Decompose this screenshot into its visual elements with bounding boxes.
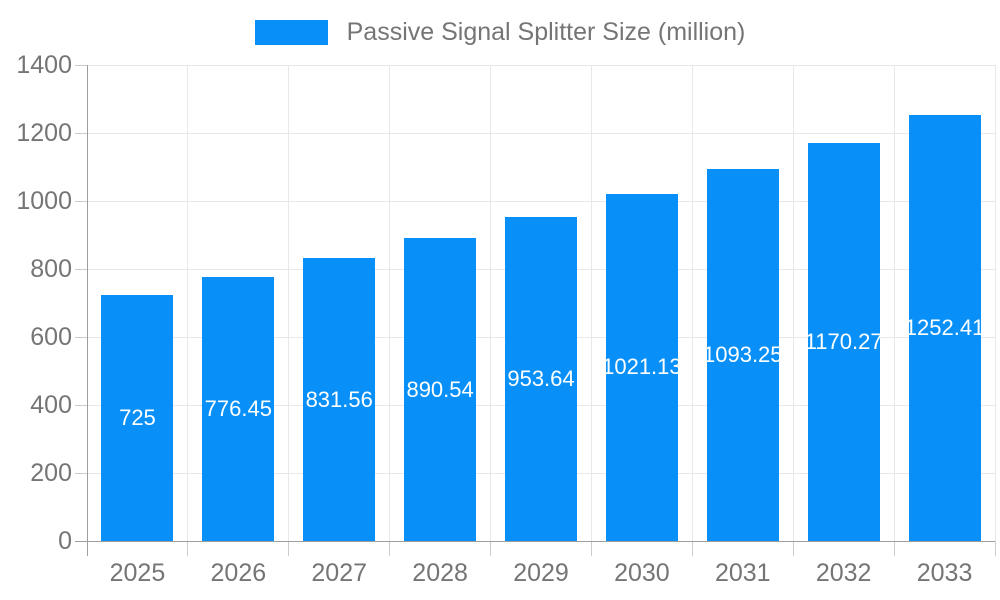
- x-axis-label: 2030: [614, 559, 670, 587]
- x-axis-tick: [590, 541, 592, 556]
- x-axis-label: 2028: [412, 559, 468, 587]
- v-gridline: [792, 65, 794, 541]
- bar-value-label: 1170.27: [804, 329, 883, 355]
- h-gridline: [87, 64, 995, 66]
- bar-2032[interactable]: [807, 143, 880, 541]
- bar-2030[interactable]: [605, 193, 678, 541]
- x-axis-tick: [691, 541, 693, 556]
- h-gridline: [87, 200, 995, 202]
- bar-2033[interactable]: [908, 115, 981, 541]
- bar-value-label: 776.45: [204, 396, 272, 421]
- x-axis-line: [75, 540, 995, 542]
- y-axis-line: [86, 65, 88, 556]
- bar-2029[interactable]: [505, 216, 577, 541]
- bar-value-label: 953.64: [507, 365, 575, 391]
- bar-2026[interactable]: [202, 277, 275, 541]
- x-axis-label: 2033: [916, 559, 973, 587]
- v-gridline: [691, 65, 693, 541]
- y-axis-label: 0: [58, 527, 72, 555]
- y-axis-label: 200: [30, 459, 72, 487]
- x-axis-tick: [893, 541, 895, 556]
- y-axis-tick: [75, 404, 87, 406]
- bar-value-label: 831.56: [305, 386, 373, 412]
- y-axis-tick: [75, 336, 87, 338]
- bar-2025[interactable]: [101, 294, 174, 541]
- chart-legend[interactable]: Passive Signal Splitter Size (million): [0, 18, 1000, 47]
- x-axis-label: 2025: [109, 559, 166, 587]
- v-gridline: [994, 65, 996, 541]
- bar-2027[interactable]: [303, 258, 376, 541]
- bar-2031[interactable]: [706, 169, 779, 541]
- v-gridline: [187, 65, 189, 541]
- bar-value-label: 1252.41: [904, 315, 985, 341]
- v-gridline: [288, 65, 290, 541]
- x-axis-label: 2027: [311, 559, 368, 587]
- x-axis-tick: [994, 541, 996, 556]
- v-gridline: [893, 65, 895, 541]
- y-axis-tick: [75, 200, 87, 202]
- x-axis-tick: [389, 541, 391, 556]
- x-axis-tick: [490, 541, 492, 556]
- x-axis-label: 2031: [714, 559, 771, 587]
- h-gridline: [87, 132, 995, 134]
- legend-label: Passive Signal Splitter Size (million): [346, 18, 746, 46]
- x-axis-label: 2032: [815, 559, 872, 587]
- x-axis-tick: [187, 541, 189, 556]
- v-gridline: [389, 65, 391, 541]
- bar-value-label: 1093.25: [703, 342, 783, 368]
- v-gridline: [590, 65, 592, 541]
- y-axis-tick: [75, 132, 87, 134]
- bar-value-label: 890.54: [406, 376, 474, 402]
- y-axis-label: 1400: [16, 51, 72, 79]
- y-axis-label: 1000: [16, 187, 72, 215]
- legend-swatch: [254, 20, 328, 45]
- x-axis-tick: [288, 541, 290, 556]
- bar-value-label: 1021.13: [602, 354, 682, 380]
- y-axis-label: 600: [30, 323, 72, 351]
- y-axis-tick: [75, 472, 87, 474]
- y-axis-tick: [75, 64, 87, 66]
- v-gridline: [490, 65, 492, 541]
- y-axis-label: 400: [30, 391, 72, 419]
- y-axis-tick: [75, 268, 87, 270]
- x-axis-label: 2026: [210, 559, 267, 587]
- x-axis-tick: [792, 541, 794, 556]
- bar-value-label: 725: [119, 404, 156, 430]
- y-axis-label: 1200: [16, 119, 72, 147]
- bar-2028[interactable]: [404, 238, 477, 541]
- y-axis-label: 800: [30, 255, 72, 283]
- x-axis-label: 2029: [513, 559, 569, 587]
